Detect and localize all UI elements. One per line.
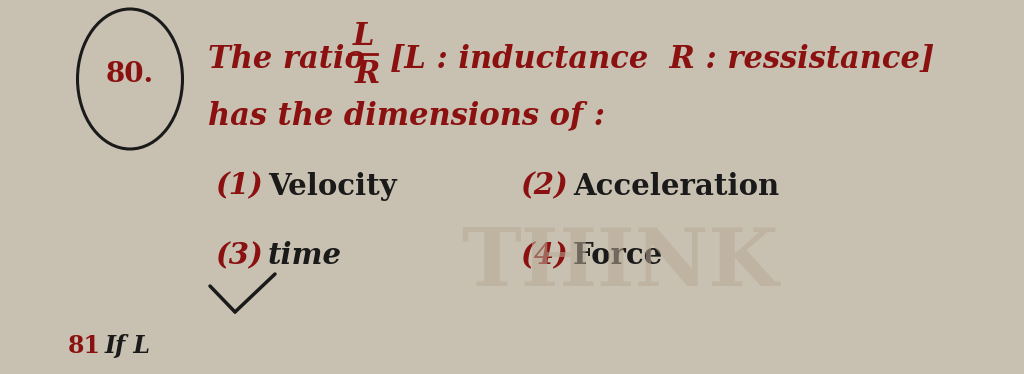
Text: (2): (2) — [520, 172, 567, 200]
Text: (3): (3) — [215, 242, 263, 270]
Text: L: L — [352, 21, 374, 52]
Text: (4): (4) — [520, 242, 567, 270]
Text: (1): (1) — [215, 172, 263, 200]
Text: has the dimensions of :: has the dimensions of : — [208, 101, 605, 132]
Text: Velocity: Velocity — [268, 172, 396, 200]
Text: Acceleration: Acceleration — [573, 172, 779, 200]
Text: If L: If L — [105, 334, 151, 358]
Text: time: time — [268, 242, 342, 270]
Text: The ratio: The ratio — [208, 43, 365, 74]
Text: Force: Force — [573, 242, 664, 270]
Text: R: R — [354, 58, 380, 89]
Text: 81: 81 — [68, 334, 101, 358]
Text: THINK: THINK — [462, 225, 778, 303]
Text: [L : inductance  R : ressistance]: [L : inductance R : ressistance] — [390, 43, 934, 74]
Text: 80.: 80. — [105, 61, 154, 88]
